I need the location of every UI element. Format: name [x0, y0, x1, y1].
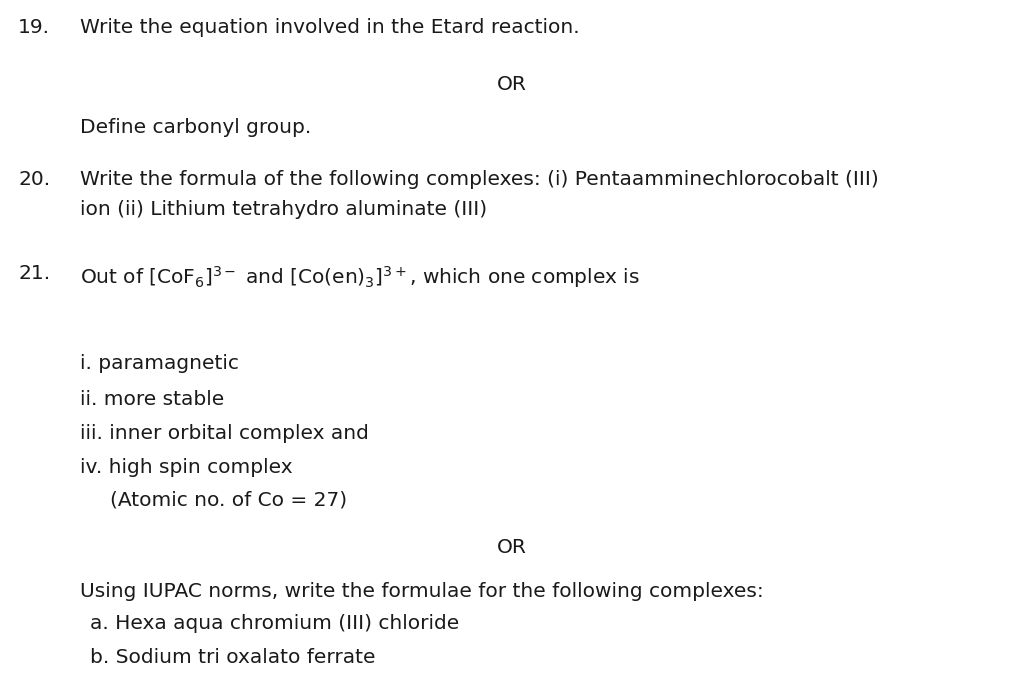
Text: Write the equation involved in the Etard reaction.: Write the equation involved in the Etard… [80, 18, 580, 37]
Text: Using IUPAC norms, write the formulae for the following complexes:: Using IUPAC norms, write the formulae fo… [80, 582, 764, 601]
Text: Write the formula of the following complexes: (i) Pentaamminechlorocobalt (III): Write the formula of the following compl… [80, 170, 879, 189]
Text: iii. inner orbital complex and: iii. inner orbital complex and [80, 424, 369, 443]
Text: Out of $[\mathrm{CoF}_6]^{3-}$ and $[\mathrm{Co(en)_3}]^{3+}$, which one complex: Out of $[\mathrm{CoF}_6]^{3-}$ and $[\ma… [80, 264, 640, 290]
Text: OR: OR [497, 75, 527, 94]
Text: 21.: 21. [18, 264, 50, 283]
Text: Define carbonyl group.: Define carbonyl group. [80, 118, 311, 137]
Text: OR: OR [497, 538, 527, 557]
Text: ii. more stable: ii. more stable [80, 390, 224, 409]
Text: (Atomic no. of Co = 27): (Atomic no. of Co = 27) [110, 490, 347, 509]
Text: 20.: 20. [18, 170, 50, 189]
Text: i. paramagnetic: i. paramagnetic [80, 354, 239, 373]
Text: 19.: 19. [18, 18, 50, 37]
Text: ion (ii) Lithium tetrahydro aluminate (III): ion (ii) Lithium tetrahydro aluminate (I… [80, 200, 487, 219]
Text: a. Hexa aqua chromium (III) chloride: a. Hexa aqua chromium (III) chloride [90, 614, 459, 633]
Text: iv. high spin complex: iv. high spin complex [80, 458, 293, 477]
Text: b. Sodium tri oxalato ferrate: b. Sodium tri oxalato ferrate [90, 648, 376, 667]
